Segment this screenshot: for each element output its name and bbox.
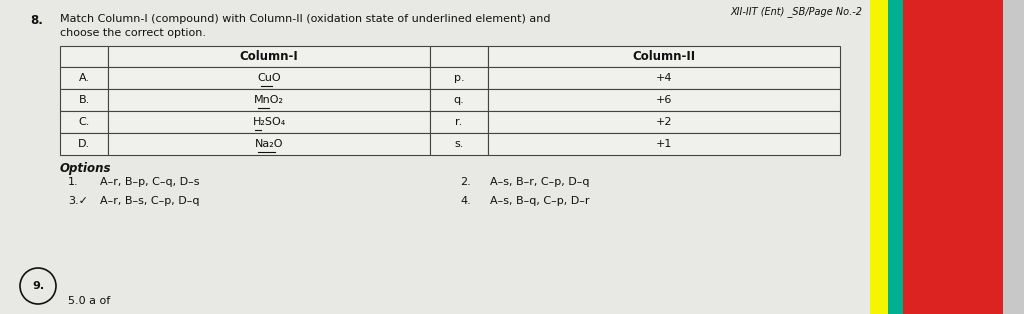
Text: A–r, B–p, C–q, D–s: A–r, B–p, C–q, D–s (100, 177, 200, 187)
Bar (108, 89, 430, 111)
Bar (60, 67, 108, 89)
Text: C.: C. (78, 117, 90, 127)
Text: s.: s. (455, 139, 464, 149)
Bar (60, 133, 108, 155)
Text: 5.0 a of: 5.0 a of (68, 296, 111, 306)
Bar (430, 67, 488, 89)
Text: Column-II: Column-II (633, 50, 695, 63)
Bar (430, 46, 488, 67)
Text: A–s, B–r, C–p, D–q: A–s, B–r, C–p, D–q (490, 177, 590, 187)
Bar (430, 89, 488, 111)
Text: choose the correct option.: choose the correct option. (60, 28, 206, 38)
Text: A.: A. (79, 73, 89, 83)
Text: Match Column-I (compound) with Column-II (oxidation state of underlined element): Match Column-I (compound) with Column-II… (60, 14, 551, 24)
Bar (888, 0, 903, 314)
Bar (108, 67, 430, 89)
Text: +4: +4 (655, 73, 672, 83)
Bar (108, 46, 430, 67)
Text: 9.: 9. (32, 281, 44, 291)
Bar (430, 111, 488, 133)
Text: +6: +6 (655, 95, 672, 105)
Text: +1: +1 (655, 139, 672, 149)
Bar (60, 111, 108, 133)
Text: 1.: 1. (68, 177, 79, 187)
Bar (488, 67, 840, 89)
Text: B.: B. (79, 95, 90, 105)
Bar (108, 133, 430, 155)
Text: MnO₂: MnO₂ (254, 95, 284, 105)
Text: CuO: CuO (257, 73, 281, 83)
Text: q.: q. (454, 95, 464, 105)
Text: 3.✓: 3.✓ (68, 196, 88, 206)
Bar (108, 111, 430, 133)
Bar (430, 133, 488, 155)
Text: D.: D. (78, 139, 90, 149)
Text: 2.: 2. (460, 177, 471, 187)
Bar (0, 0, 870, 314)
Bar (488, 46, 840, 67)
Bar (60, 89, 108, 111)
Bar (870, 0, 888, 314)
Text: H₂SO₄: H₂SO₄ (252, 117, 286, 127)
Bar (903, 0, 1002, 314)
Text: XII-IIT (Ent) _SB/Page No.-2: XII-IIT (Ent) _SB/Page No.-2 (730, 6, 862, 17)
Bar (488, 111, 840, 133)
Text: Options: Options (60, 162, 112, 175)
Bar (488, 133, 840, 155)
Text: Na₂O: Na₂O (255, 139, 284, 149)
Text: A–r, B–s, C–p, D–q: A–r, B–s, C–p, D–q (100, 196, 200, 206)
Text: 4.: 4. (460, 196, 471, 206)
Bar (60, 46, 108, 67)
Bar (488, 89, 840, 111)
Text: Column-I: Column-I (240, 50, 298, 63)
Text: 8.: 8. (30, 14, 43, 27)
Text: r.: r. (456, 117, 463, 127)
Text: p.: p. (454, 73, 464, 83)
Text: A–s, B–q, C–p, D–r: A–s, B–q, C–p, D–r (490, 196, 590, 206)
Text: +2: +2 (655, 117, 672, 127)
